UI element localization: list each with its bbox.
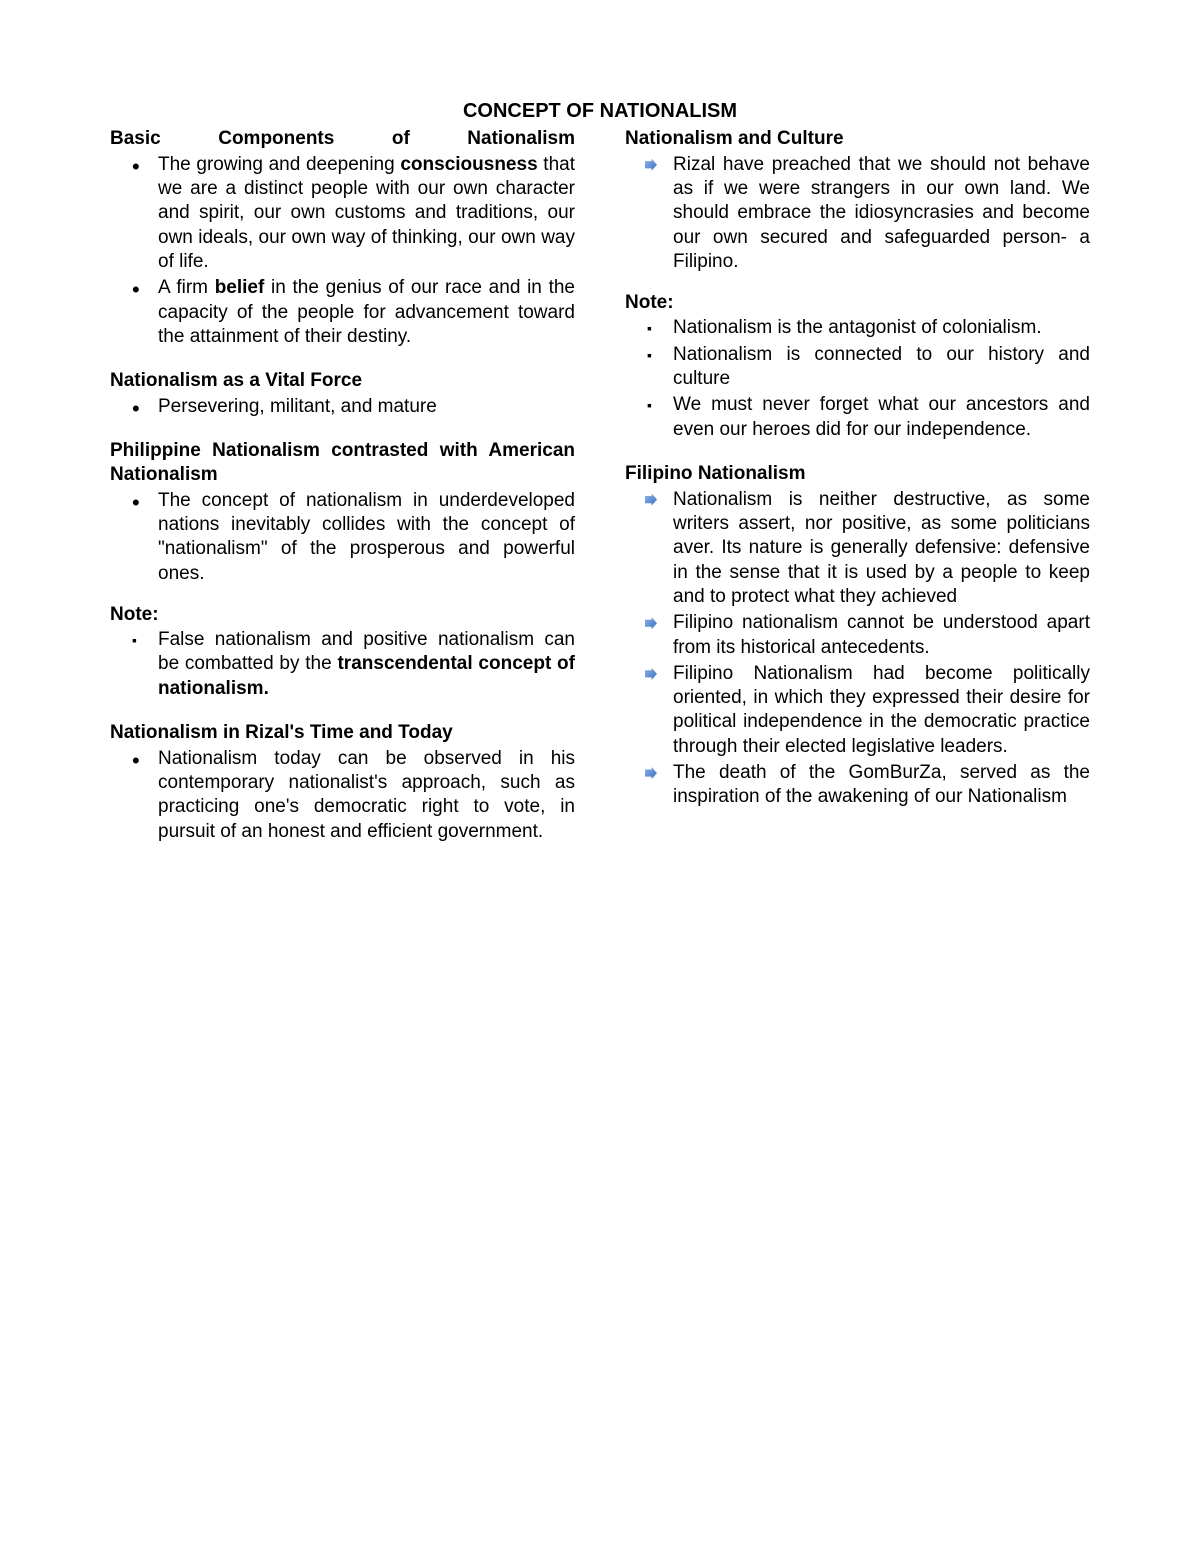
list-note-right: Nationalism is the antagonist of colonia…	[625, 316, 1090, 442]
list-basic-components: The growing and deepening consciousness …	[110, 153, 575, 350]
list-item: Nationalism is connected to our history …	[673, 343, 1090, 392]
list-item: Persevering, militant, and mature	[158, 395, 575, 419]
heading-contrast: Philippine Nationalism contrasted with A…	[110, 439, 575, 487]
list-culture: Rizal have preached that we should not b…	[625, 153, 1090, 275]
note-label: Note:	[625, 292, 1090, 314]
list-item: The death of the GomBurZa, served as the…	[673, 761, 1090, 810]
heading-basic-components: Basic Components of Nationalism	[110, 127, 575, 151]
two-column-layout: Basic Components of Nationalism The grow…	[110, 127, 1090, 846]
list-item: A firm belief in the genius of our race …	[158, 276, 575, 349]
list-item: Nationalism today can be observed in his…	[158, 747, 575, 844]
list-item: Rizal have preached that we should not b…	[673, 153, 1090, 275]
heading-filipino-nationalism: Filipino Nationalism	[625, 462, 1090, 486]
list-filipino-nationalism: Nationalism is neither destructive, as s…	[625, 488, 1090, 810]
list-contrast: The concept of nationalism in underdevel…	[110, 489, 575, 586]
heading-rizal-time: Nationalism in Rizal's Time and Today	[110, 721, 575, 745]
page-title: CONCEPT OF NATIONALISM	[110, 100, 1090, 123]
list-item: The concept of nationalism in underdevel…	[158, 489, 575, 586]
list-item: We must never forget what our ancestors …	[673, 393, 1090, 442]
heading-vital-force: Nationalism as a Vital Force	[110, 369, 575, 393]
list-item: The growing and deepening consciousness …	[158, 153, 575, 275]
left-column: Basic Components of Nationalism The grow…	[110, 127, 575, 846]
note-label: Note:	[110, 604, 575, 626]
list-rizal-time: Nationalism today can be observed in his…	[110, 747, 575, 844]
text-pre: The growing and deepening	[158, 154, 400, 175]
list-vital-force: Persevering, militant, and mature	[110, 395, 575, 419]
text-bold: consciousness	[400, 154, 537, 175]
heading-culture: Nationalism and Culture	[625, 127, 1090, 151]
list-item: Filipino Nationalism had become politica…	[673, 662, 1090, 759]
list-item: Nationalism is the antagonist of colonia…	[673, 316, 1090, 340]
text-pre: A firm	[158, 277, 215, 298]
list-item: Filipino nationalism cannot be understoo…	[673, 611, 1090, 660]
list-item: False nationalism and positive nationali…	[158, 628, 575, 701]
list-item: Nationalism is neither destructive, as s…	[673, 488, 1090, 610]
list-note-left: False nationalism and positive nationali…	[110, 628, 575, 701]
right-column: Nationalism and Culture Rizal have preac…	[625, 127, 1090, 846]
text-bold: belief	[215, 277, 265, 298]
